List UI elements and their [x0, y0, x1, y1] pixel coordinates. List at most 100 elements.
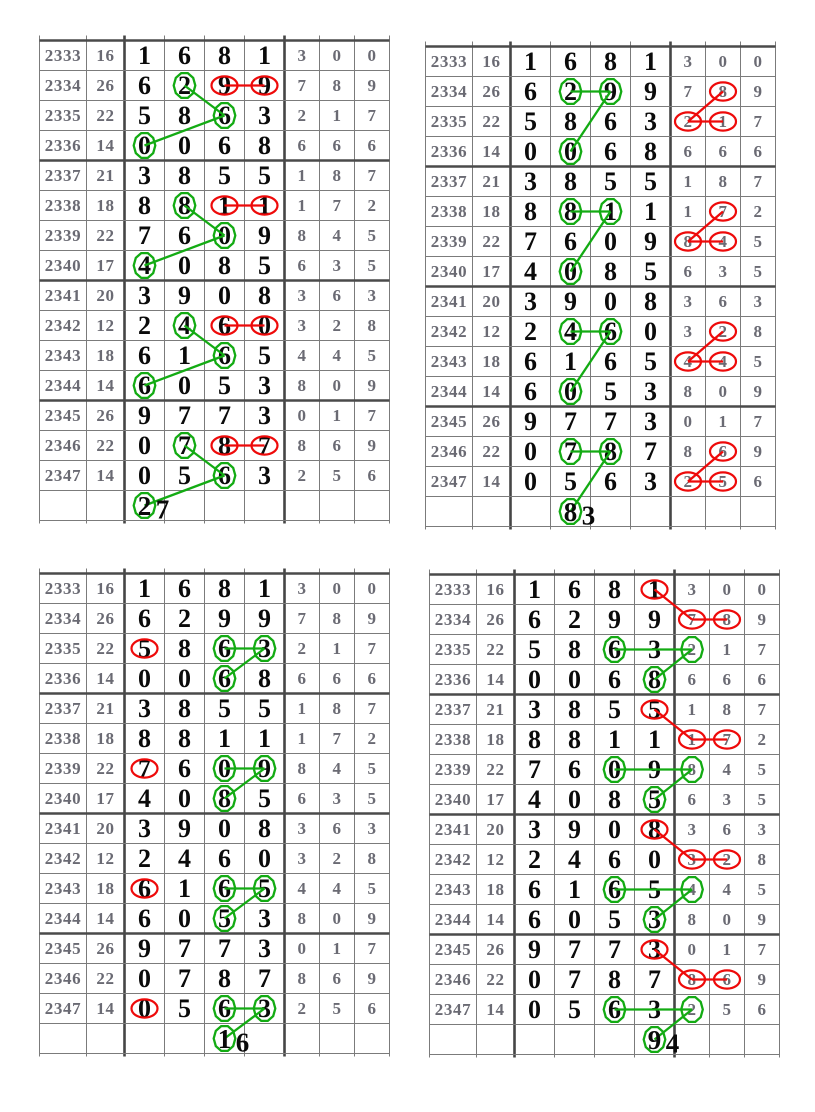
svg-text:2334: 2334	[435, 610, 471, 629]
svg-text:8: 8	[648, 665, 661, 694]
svg-text:6: 6	[683, 142, 692, 161]
svg-text:7: 7	[753, 112, 762, 131]
svg-text:4: 4	[332, 759, 341, 778]
svg-text:0: 0	[528, 965, 541, 994]
svg-text:9: 9	[528, 935, 541, 964]
svg-text:8: 8	[687, 910, 696, 929]
svg-text:3: 3	[718, 262, 727, 281]
svg-text:2347: 2347	[431, 472, 467, 491]
svg-text:2335: 2335	[435, 640, 471, 659]
svg-text:6: 6	[178, 754, 191, 783]
svg-text:1: 1	[218, 724, 231, 753]
svg-text:18: 18	[96, 729, 114, 748]
svg-text:6: 6	[524, 77, 537, 106]
svg-text:2: 2	[367, 729, 376, 748]
svg-text:8: 8	[332, 76, 341, 95]
svg-text:2347: 2347	[45, 999, 81, 1018]
svg-text:6: 6	[757, 1000, 766, 1019]
svg-text:6: 6	[178, 221, 191, 250]
svg-text:1: 1	[644, 197, 657, 226]
svg-text:7: 7	[604, 407, 617, 436]
svg-text:6: 6	[608, 665, 621, 694]
svg-text:14: 14	[482, 142, 500, 161]
svg-text:1: 1	[218, 1024, 232, 1054]
svg-text:8: 8	[218, 41, 231, 70]
svg-text:1: 1	[258, 41, 271, 70]
svg-text:9: 9	[568, 815, 581, 844]
svg-text:8: 8	[683, 382, 692, 401]
svg-text:0: 0	[528, 665, 541, 694]
svg-text:8: 8	[753, 322, 762, 341]
svg-text:6: 6	[718, 142, 727, 161]
svg-text:7: 7	[367, 406, 376, 425]
svg-text:5: 5	[564, 467, 577, 496]
svg-text:2341: 2341	[45, 286, 81, 305]
svg-text:8: 8	[608, 575, 621, 604]
svg-text:4: 4	[528, 785, 541, 814]
svg-text:26: 26	[96, 939, 114, 958]
svg-text:6: 6	[568, 755, 581, 784]
svg-text:2336: 2336	[435, 670, 471, 689]
svg-text:3: 3	[297, 286, 306, 305]
svg-text:22: 22	[96, 639, 114, 658]
svg-text:0: 0	[564, 377, 577, 406]
svg-text:0: 0	[528, 995, 541, 1024]
svg-text:5: 5	[604, 377, 617, 406]
svg-text:6: 6	[178, 574, 191, 603]
svg-text:3: 3	[297, 579, 306, 598]
svg-text:8: 8	[178, 724, 191, 753]
svg-text:2333: 2333	[45, 579, 81, 598]
svg-text:1: 1	[683, 202, 692, 221]
svg-text:18: 18	[486, 730, 504, 749]
svg-text:2335: 2335	[431, 112, 467, 131]
svg-text:7: 7	[178, 964, 191, 993]
svg-text:2339: 2339	[431, 232, 467, 251]
svg-text:7: 7	[568, 965, 581, 994]
svg-text:6: 6	[753, 472, 762, 491]
svg-text:2342: 2342	[431, 322, 467, 341]
svg-text:9: 9	[524, 407, 537, 436]
svg-text:8: 8	[178, 634, 191, 663]
svg-text:7: 7	[178, 934, 191, 963]
svg-text:2347: 2347	[435, 1000, 471, 1019]
svg-text:8: 8	[367, 316, 376, 335]
svg-text:3: 3	[722, 790, 731, 809]
svg-text:7: 7	[367, 939, 376, 958]
svg-text:7: 7	[528, 755, 541, 784]
svg-text:2342: 2342	[45, 316, 81, 335]
svg-text:9: 9	[138, 401, 151, 430]
svg-text:0: 0	[568, 785, 581, 814]
svg-text:3: 3	[258, 101, 271, 130]
svg-text:6: 6	[757, 670, 766, 689]
svg-text:8: 8	[568, 725, 581, 754]
svg-text:26: 26	[96, 406, 114, 425]
svg-text:5: 5	[604, 167, 617, 196]
svg-text:9: 9	[757, 970, 766, 989]
svg-text:7: 7	[218, 401, 231, 430]
svg-text:5: 5	[258, 694, 271, 723]
svg-text:4: 4	[178, 844, 191, 873]
svg-text:2343: 2343	[435, 880, 471, 899]
svg-text:6: 6	[297, 256, 306, 275]
svg-text:0: 0	[258, 844, 271, 873]
svg-text:6: 6	[138, 904, 151, 933]
svg-text:8: 8	[178, 101, 191, 130]
svg-text:3: 3	[648, 905, 661, 934]
svg-text:7: 7	[138, 754, 151, 783]
svg-text:7: 7	[757, 640, 766, 659]
svg-text:3: 3	[297, 46, 306, 65]
svg-text:14: 14	[96, 999, 114, 1018]
svg-text:4: 4	[683, 352, 692, 371]
svg-text:7: 7	[367, 699, 376, 718]
svg-text:6: 6	[218, 131, 231, 160]
svg-text:8: 8	[718, 172, 727, 191]
svg-text:1: 1	[297, 196, 306, 215]
svg-text:3: 3	[644, 407, 657, 436]
svg-text:3: 3	[683, 292, 692, 311]
svg-text:3: 3	[297, 819, 306, 838]
svg-text:2337: 2337	[45, 699, 81, 718]
svg-text:5: 5	[753, 352, 762, 371]
svg-text:8: 8	[258, 131, 271, 160]
svg-text:16: 16	[96, 46, 114, 65]
svg-text:5: 5	[757, 790, 766, 809]
